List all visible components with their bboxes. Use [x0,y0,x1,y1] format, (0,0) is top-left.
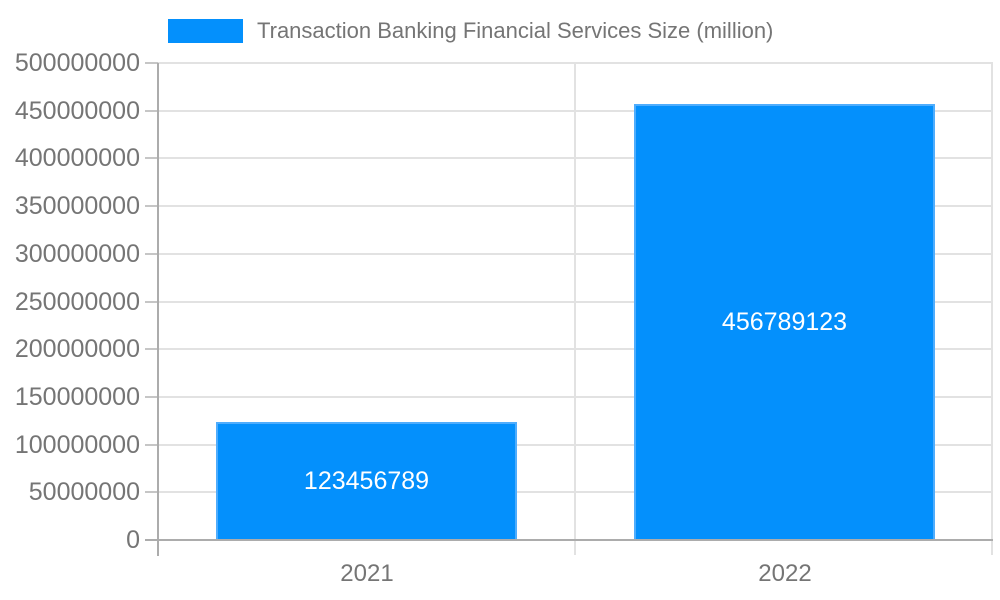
x-axis-category-label: 2022 [758,560,812,587]
y-axis-labels: 500000000 450000000 400000000 350000000 3000… [0,49,140,554]
y-tick-mark [145,301,158,303]
y-tick-mark [145,205,158,207]
y-axis-tick-label: 300000000 [14,240,140,268]
category-separator [991,63,993,555]
y-axis-tick-label: 350000000 [14,192,140,220]
y-tick-mark [145,491,158,493]
x-axis-line [145,539,993,541]
y-axis-tick-label: 50000000 [28,478,140,506]
y-tick-mark [145,157,158,159]
y-tick-mark [145,253,158,255]
bar-value-label: 456789123 [721,308,848,336]
y-axis-line [157,63,159,556]
legend-label: Transaction Banking Financial Services S… [257,18,774,43]
y-tick-mark [145,348,158,350]
y-axis-tick-label: 150000000 [14,383,140,411]
y-axis-tick-label: 400000000 [14,144,140,172]
bar-2022[interactable] [634,104,935,540]
bar-value-label: 123456789 [303,467,430,495]
legend-swatch [168,19,243,43]
y-tick-mark [145,396,158,398]
y-axis-tick-label: 500000000 [14,49,140,77]
legend-item[interactable]: Transaction Banking Financial Services S… [168,18,773,44]
y-axis-tick-label: 100000000 [14,431,140,459]
y-axis-tick-label: 250000000 [14,288,140,316]
y-tick-mark [145,110,158,112]
y-tick-mark [145,62,158,64]
y-axis-tick-label: 200000000 [14,335,140,363]
x-axis-labels: 2021 2022 [158,558,993,590]
y-axis-tick-label: 0 [126,526,140,554]
y-tick-mark [145,444,158,446]
bar-2021[interactable] [216,422,517,540]
category-separator [574,63,576,555]
y-axis-tick-label: 450000000 [14,97,140,125]
plot-area: 123456789 456789123 [145,62,993,555]
x-axis-category-label: 2021 [340,560,394,587]
